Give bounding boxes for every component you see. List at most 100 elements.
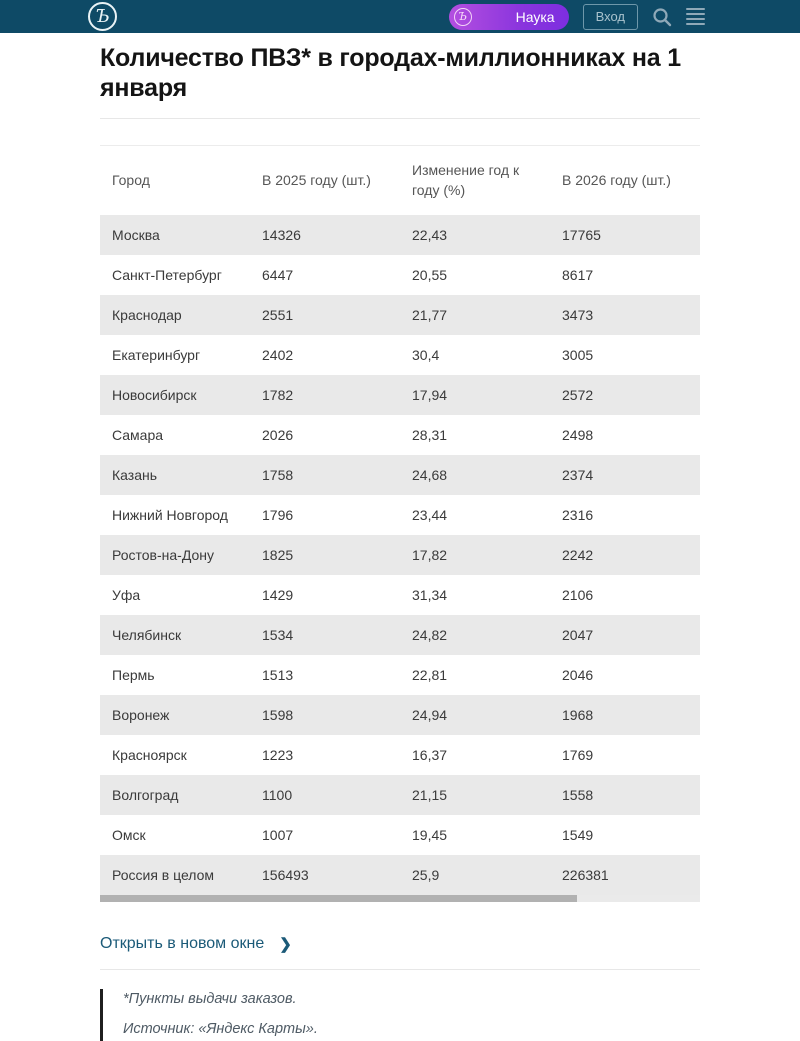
cell-city: Новосибирск (112, 386, 197, 403)
cell-city: Нижний Новгород (112, 506, 228, 523)
cell-2026: 2498 (562, 426, 594, 443)
cell-2026: 2047 (562, 626, 594, 643)
table-row: Краснодар 2551 21,77 3473 (100, 294, 700, 335)
pvz-data-table: Город В 2025 году (шт.) Изменение год к … (100, 144, 700, 895)
table-row: Пермь 1513 22,81 2046 (100, 655, 700, 695)
table-horizontal-scrollbar[interactable] (100, 894, 700, 902)
cell-change: 24,94 (412, 706, 448, 723)
column-header-2026: В 2026 году (шт.) (550, 144, 700, 215)
cell-city: Пермь (112, 666, 155, 683)
footnote-source: Источник: «Яндекс Карты». (123, 1020, 318, 1037)
table-row: Челябинск 1534 24,82 2047 (100, 614, 700, 655)
table-row: Уфа 1429 31,34 2106 (100, 575, 700, 615)
cell-change: 19,45 (412, 826, 448, 843)
cell-2026: 2242 (562, 546, 594, 563)
table-row: Казань 1758 24,68 2374 (100, 454, 700, 495)
table-row: Екатеринбург 2402 30,4 3005 (100, 335, 700, 375)
cell-city: Краснодар (112, 306, 182, 323)
cell-city: Воронеж (112, 706, 170, 723)
cell-change: 30,4 (412, 346, 440, 363)
cell-2025: 1100 (262, 786, 293, 803)
cell-2025: 1825 (262, 546, 294, 563)
cell-change: 25,9 (412, 866, 440, 883)
title-divider (100, 118, 700, 119)
cell-city: Екатеринбург (112, 346, 201, 363)
column-header-city: Город (100, 144, 250, 215)
cell-city: Ростов-на-Дону (112, 546, 214, 563)
search-button[interactable] (652, 7, 672, 27)
table-row: Россия в целом 156493 25,9 226381 (100, 854, 700, 895)
cell-change: 21,77 (412, 306, 448, 323)
cell-change: 28,31 (412, 426, 448, 443)
cell-change: 24,68 (412, 466, 448, 483)
cell-2025: 1758 (262, 466, 294, 483)
table-row: Москва 14326 22,43 17765 (100, 214, 700, 255)
cell-change: 17,94 (412, 386, 448, 403)
table-scrollbar-thumb[interactable] (100, 894, 577, 902)
cell-2025: 1513 (262, 666, 294, 683)
footnote-divider (100, 968, 700, 970)
cell-2026: 17765 (562, 226, 601, 243)
cell-city: Самара (112, 426, 164, 443)
cell-change: 23,44 (412, 506, 448, 523)
table-row: Самара 2026 28,31 2498 (100, 415, 700, 455)
cell-2026: 3473 (562, 306, 594, 323)
cell-city: Омск (112, 826, 146, 843)
login-button[interactable]: Вход (582, 3, 638, 30)
open-in-new-window-label: Открыть в новом окне (100, 934, 265, 952)
footnote-block: *Пункты выдачи заказов. Источник: «Яндек… (100, 988, 700, 1041)
cell-2025: 2402 (262, 346, 294, 363)
cell-2026: 1558 (562, 786, 594, 803)
cell-change: 21,15 (412, 786, 448, 803)
search-icon (653, 7, 672, 26)
cell-change: 17,82 (412, 546, 448, 563)
top-navigation-bar: Ъ Ъ Наука Вход (0, 0, 800, 33)
cell-2026: 2374 (562, 466, 594, 483)
cell-2026: 2316 (562, 506, 594, 523)
table-row: Новосибирск 1782 17,94 2572 (100, 374, 700, 415)
science-section-label: Наука (515, 8, 555, 25)
table-row: Красноярск 1223 16,37 1769 (100, 735, 700, 775)
table-body: Москва 14326 22,43 17765 Санкт-Петербург… (100, 214, 700, 895)
cell-2025: 1598 (262, 706, 294, 723)
cell-2025: 1007 (262, 826, 294, 843)
cell-change: 24,82 (412, 626, 448, 643)
column-header-change: Изменение год к году (%) (400, 144, 550, 215)
cell-2025: 156493 (262, 866, 309, 883)
cell-change: 22,81 (412, 666, 448, 683)
cell-city: Казань (112, 466, 158, 483)
column-header-2025: В 2025 году (шт.) (250, 144, 400, 215)
cell-city: Москва (112, 226, 160, 243)
cell-2025: 6447 (262, 266, 294, 283)
cell-2025: 1782 (262, 386, 294, 403)
table-row: Санкт-Петербург 6447 20,55 8617 (100, 255, 700, 295)
cell-city: Санкт-Петербург (112, 266, 222, 283)
cell-2026: 8617 (562, 266, 594, 283)
table-row: Ростов-на-Дону 1825 17,82 2242 (100, 534, 700, 575)
chevron-right-icon: ❯ (279, 935, 292, 953)
kommersant-mini-logo-icon: Ъ (453, 7, 472, 26)
cell-2026: 2572 (562, 386, 594, 403)
cell-2025: 1796 (262, 506, 294, 523)
table-row: Волгоград 1100 21,15 1558 (100, 774, 700, 815)
table-row: Воронеж 1598 24,94 1968 (100, 694, 700, 735)
menu-button[interactable] (686, 7, 705, 26)
hamburger-menu-icon (686, 7, 705, 26)
open-in-new-window-link[interactable]: Открыть в новом окне ❯ (100, 935, 292, 953)
table-row: Омск 1007 19,45 1549 (100, 815, 700, 855)
cell-city: Волгоград (112, 786, 179, 803)
cell-change: 20,55 (412, 266, 448, 283)
cell-city: Уфа (112, 586, 141, 603)
cell-2026: 1769 (562, 746, 594, 763)
cell-change: 16,37 (412, 746, 448, 763)
cell-2025: 1534 (262, 626, 294, 643)
cell-city: Красноярск (112, 746, 187, 763)
article-content: Количество ПВЗ* в городах-миллионниках н… (100, 44, 700, 1041)
cell-2026: 1968 (562, 706, 594, 723)
science-section-button[interactable]: Ъ Наука (448, 3, 569, 30)
kommersant-logo-icon[interactable]: Ъ (88, 2, 117, 31)
cell-2026: 2046 (562, 666, 594, 683)
cell-2025: 1223 (262, 746, 294, 763)
cell-change: 22,43 (412, 226, 448, 243)
cell-2026: 1549 (562, 826, 594, 843)
